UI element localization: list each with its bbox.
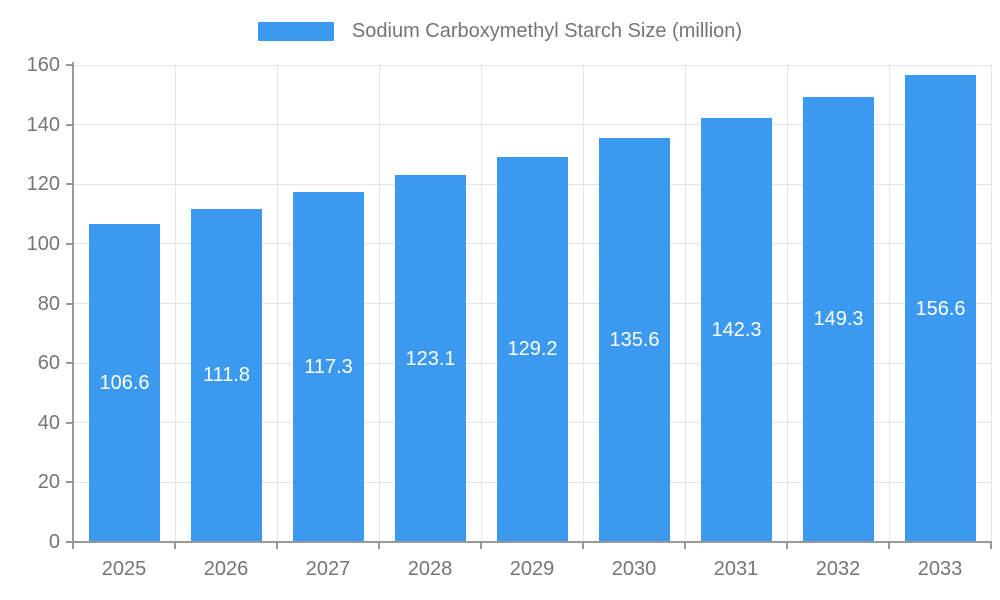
x-axis-tick (684, 543, 686, 549)
y-axis-tick-label: 120 (26, 173, 60, 196)
x-axis-tick-label: 2032 (815, 558, 861, 580)
grid-line-vertical (378, 65, 380, 542)
y-axis-line (72, 62, 74, 544)
y-axis-tick (66, 64, 72, 66)
x-axis-tick (582, 543, 584, 549)
grid-line-vertical (888, 65, 890, 542)
bar-value-label: 156.6 (915, 298, 966, 320)
x-axis-tick (786, 543, 788, 549)
y-axis-tick-label: 60 (37, 352, 60, 375)
x-axis-tick-label: 2025 (101, 558, 147, 580)
bar-value-label: 117.3 (304, 356, 353, 378)
bar-value-label: 111.8 (202, 364, 251, 386)
x-axis-tick-label: 2031 (713, 558, 759, 580)
x-axis-tick (990, 543, 992, 549)
x-axis-tick (72, 543, 74, 549)
bar-value-label: 129.2 (507, 338, 558, 360)
x-axis-tick (888, 543, 890, 549)
x-axis-line (72, 541, 992, 543)
y-axis-tick-label: 100 (26, 232, 60, 255)
y-axis-tick-label: 140 (26, 113, 60, 136)
y-axis-tick (66, 362, 72, 365)
grid-line-vertical (990, 65, 992, 542)
grid-line-horizontal (73, 124, 991, 126)
x-axis-tick (378, 543, 380, 549)
grid-line-vertical (786, 65, 788, 542)
y-axis-tick (66, 183, 72, 186)
bar-2029 (497, 157, 568, 542)
y-axis-tick-label: 160 (26, 54, 60, 76)
y-axis-tick (66, 421, 72, 424)
bar-value-label: 142.3 (711, 319, 762, 341)
bar-2027 (293, 192, 364, 542)
grid-line-vertical (480, 65, 482, 542)
bar-value-label: 106.6 (99, 372, 150, 394)
x-axis-tick (174, 543, 176, 549)
grid-line-vertical (684, 65, 686, 542)
x-axis-tick-label: 2029 (509, 558, 555, 580)
y-axis-tick-label: 0 (48, 531, 60, 553)
bar-value-label: 123.1 (405, 348, 456, 370)
bar-value-label: 135.6 (609, 329, 660, 351)
legend-swatch[interactable] (257, 21, 334, 41)
x-axis-tick-label: 2027 (305, 558, 351, 580)
bar-2030 (599, 138, 670, 542)
bar-2028 (395, 175, 466, 542)
y-axis-tick-label: 80 (37, 292, 60, 315)
x-axis-tick-label: 2033 (917, 558, 963, 580)
grid-line-vertical (276, 65, 278, 542)
x-axis-tick-label: 2030 (611, 558, 657, 580)
y-axis-tick (66, 242, 72, 245)
y-axis-tick (66, 302, 72, 305)
x-axis-tick (276, 543, 278, 549)
x-axis-tick (480, 543, 482, 549)
bar-2031 (701, 118, 772, 542)
bar-2025 (89, 224, 160, 542)
grid-line-horizontal (73, 64, 991, 66)
y-axis-tick (66, 481, 72, 484)
y-axis-tick-label: 40 (37, 411, 60, 434)
bar-2026 (191, 209, 262, 542)
grid-line-vertical (174, 65, 176, 542)
x-axis-tick-label: 2028 (407, 558, 453, 580)
y-axis-tick (66, 541, 72, 543)
y-axis-tick-label: 20 (37, 471, 60, 494)
x-axis-tick-label: 2026 (203, 558, 249, 580)
bar-value-label: 149.3 (813, 308, 864, 330)
grid-line-vertical (582, 65, 584, 542)
y-axis-tick (66, 123, 72, 126)
bar-2033 (905, 75, 976, 542)
legend: Sodium Carboxymethyl Starch Size (millio… (0, 17, 1000, 45)
legend-label[interactable]: Sodium Carboxymethyl Starch Size (millio… (351, 19, 743, 42)
bar-2032 (803, 97, 874, 542)
